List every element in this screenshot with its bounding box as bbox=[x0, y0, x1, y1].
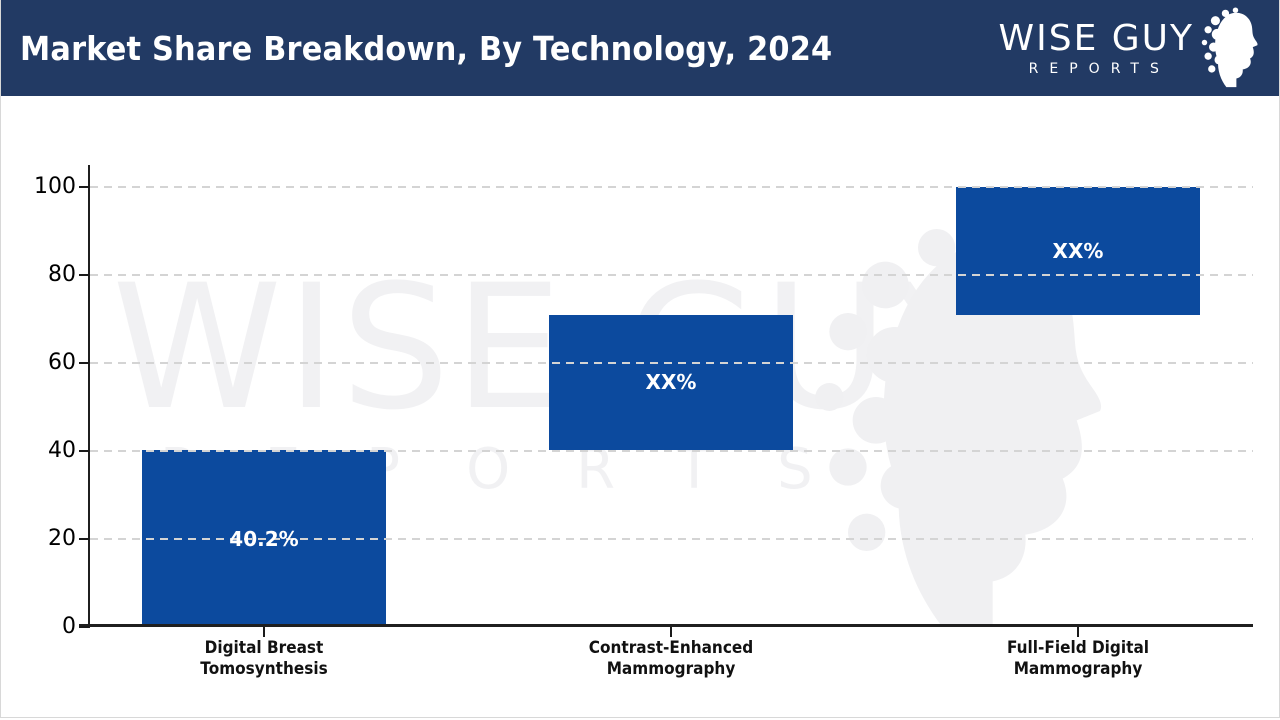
logo-wordmark: WISE GUY bbox=[998, 17, 1194, 59]
x-tick-mark-3 bbox=[1077, 627, 1079, 637]
gridline-20 bbox=[90, 538, 1253, 540]
y-tick-label-0: 0 bbox=[62, 614, 76, 639]
logo-subtitle: REPORTS bbox=[1028, 60, 1170, 77]
x-axis-line bbox=[79, 624, 1253, 627]
logo-head-profile-icon bbox=[1201, 7, 1258, 88]
gridline-60 bbox=[90, 362, 1253, 364]
bar-value-label-2: XX% bbox=[645, 370, 697, 395]
y-axis-line bbox=[88, 165, 90, 628]
y-tick-label-80: 80 bbox=[48, 262, 76, 287]
y-tick-mark-40 bbox=[79, 450, 89, 452]
category-label-line: Contrast-Enhanced bbox=[588, 638, 754, 658]
y-tick-mark-80 bbox=[79, 274, 89, 276]
gridline-100 bbox=[90, 186, 1253, 188]
category-label-line: Mammography bbox=[1013, 659, 1143, 680]
bar-segment-3 bbox=[956, 187, 1200, 315]
category-label-line: Tomosynthesis bbox=[200, 659, 328, 680]
x-tick-mark-1 bbox=[263, 627, 265, 637]
bar-value-label-3: XX% bbox=[1052, 238, 1104, 263]
category-label-2: Contrast-Enhanced Mammography bbox=[536, 638, 806, 681]
y-tick-label-40: 40 bbox=[48, 438, 76, 463]
category-label-line: Digital Breast bbox=[204, 638, 324, 658]
gridline-40 bbox=[90, 450, 1253, 452]
x-tick-mark-2 bbox=[670, 627, 672, 637]
y-tick-label-60: 60 bbox=[48, 350, 76, 375]
y-tick-mark-100 bbox=[79, 186, 89, 188]
chart-title: Market Share Breakdown, By Technology, 2… bbox=[20, 28, 833, 68]
bar-segment-2 bbox=[549, 314, 793, 451]
header-bar: Market Share Breakdown, By Technology, 2… bbox=[0, 0, 1280, 96]
category-label-1: Digital Breast Tomosynthesis bbox=[129, 638, 399, 681]
category-label-3: Full-Field Digital Mammography bbox=[943, 638, 1213, 681]
category-label-line: Mammography bbox=[606, 659, 736, 680]
bar-value-label-1: 40.2% bbox=[229, 526, 299, 551]
y-tick-label-20: 20 bbox=[48, 526, 76, 551]
y-tick-mark-60 bbox=[79, 362, 89, 364]
y-tick-label-100: 100 bbox=[34, 174, 76, 199]
logo-text: WISE GUY REPORTS bbox=[998, 17, 1195, 77]
y-tick-mark-0 bbox=[79, 626, 89, 628]
category-label-line: Full-Field Digital bbox=[1006, 638, 1150, 658]
wise-guy-reports-logo: WISE GUY REPORTS bbox=[999, 7, 1263, 89]
y-tick-mark-20 bbox=[79, 538, 89, 540]
gridline-80 bbox=[90, 274, 1253, 276]
